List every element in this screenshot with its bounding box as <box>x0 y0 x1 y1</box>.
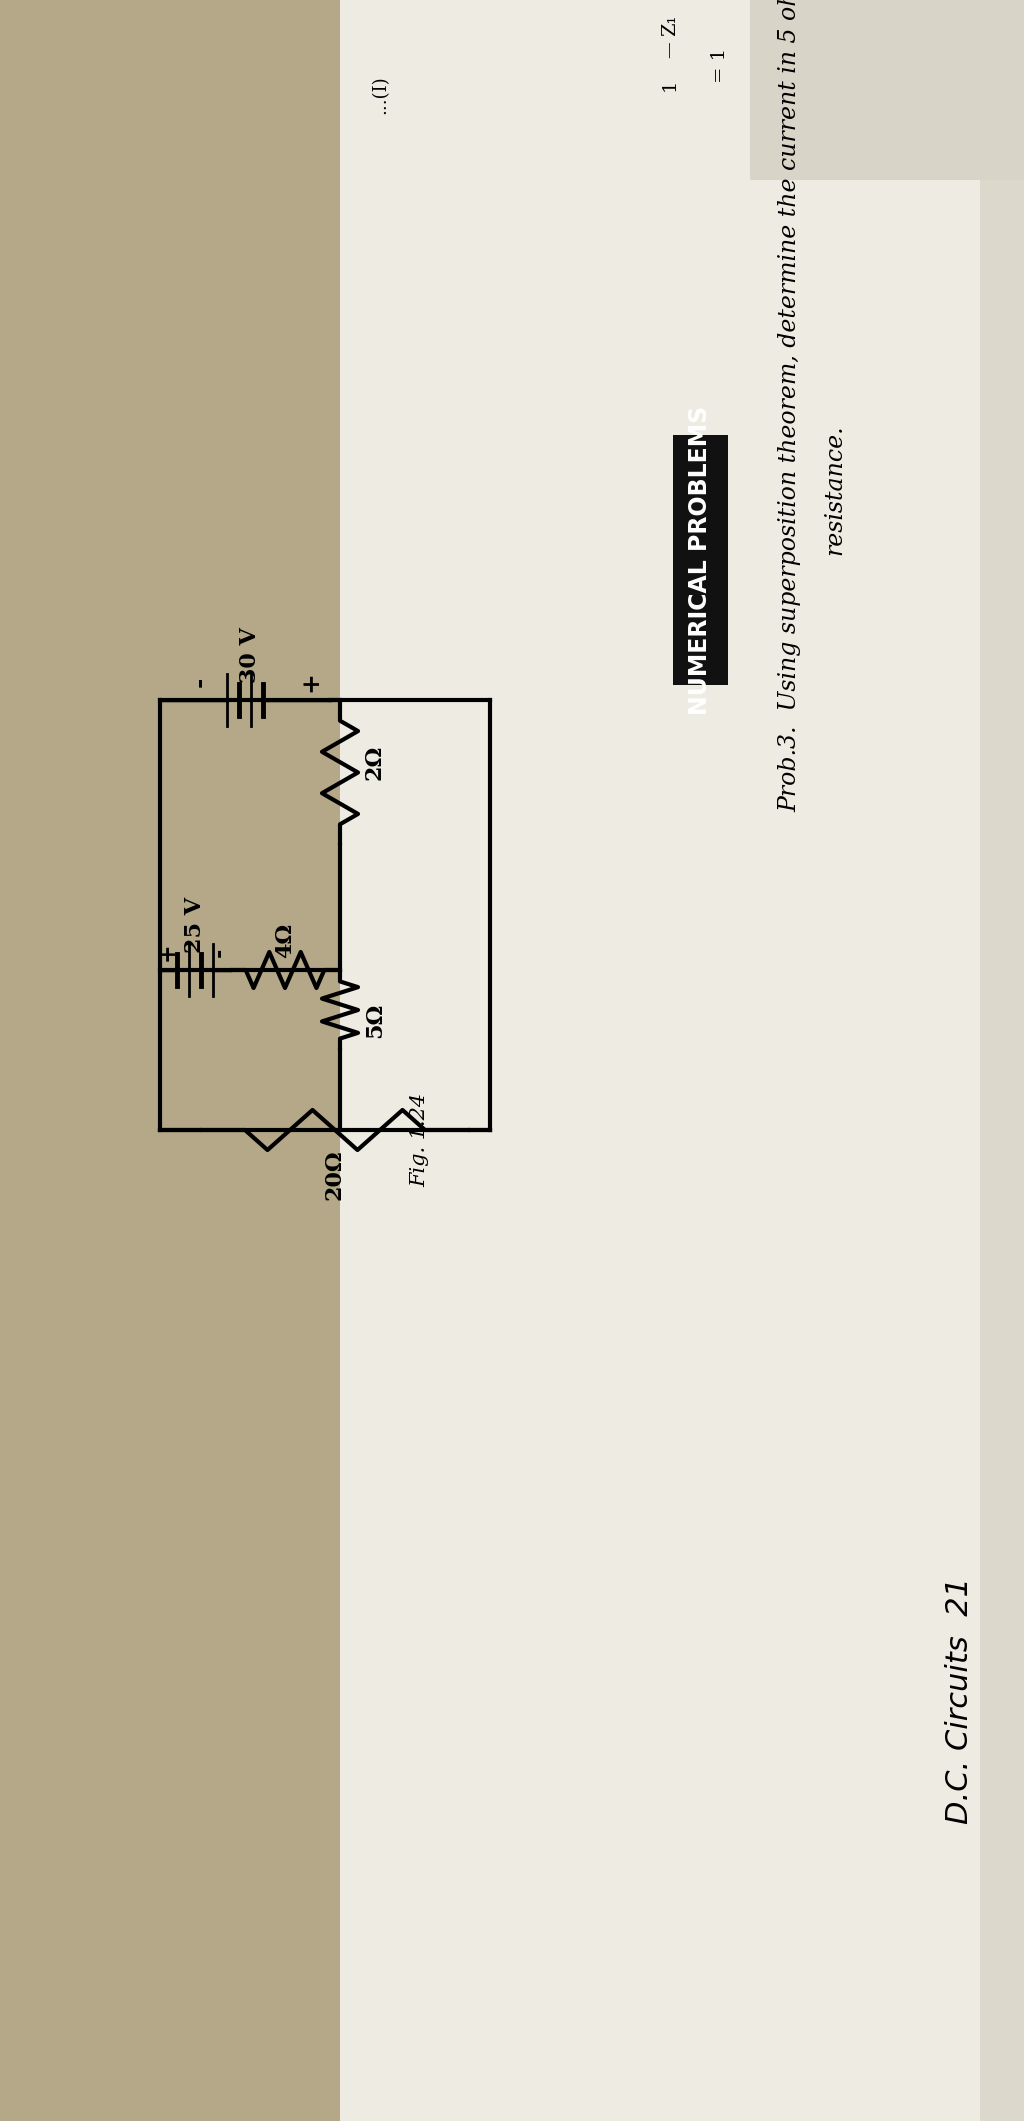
Text: 20Ω: 20Ω <box>324 1150 346 1200</box>
Text: D.C. Circuits  21: D.C. Circuits 21 <box>945 1576 975 1824</box>
Text: -: - <box>209 948 231 957</box>
Text: 5Ω: 5Ω <box>364 1003 386 1037</box>
Text: 1: 1 <box>662 78 679 91</box>
Bar <box>750 0 1024 180</box>
Text: NUMERICAL PROBLEMS: NUMERICAL PROBLEMS <box>688 405 712 715</box>
Text: = 1: = 1 <box>711 47 729 83</box>
Bar <box>980 0 1024 2121</box>
Text: Prob.3.  Using superposition theorem, determine the current in 5 ohm: Prob.3. Using superposition theorem, det… <box>778 0 802 812</box>
Text: Z₁: Z₁ <box>662 15 679 36</box>
Text: resistance.: resistance. <box>823 424 847 556</box>
Text: +: + <box>157 942 179 961</box>
Text: 30 V: 30 V <box>239 628 261 683</box>
Bar <box>0 0 340 2121</box>
Text: ...(I): ...(I) <box>371 76 389 115</box>
Bar <box>673 435 728 685</box>
Text: Fig. 1.24: Fig. 1.24 <box>411 1092 429 1188</box>
Text: 25 V: 25 V <box>184 897 206 952</box>
Text: 2Ω: 2Ω <box>364 744 386 781</box>
Text: +: + <box>298 672 322 691</box>
Bar <box>340 0 1024 2121</box>
Text: —: — <box>662 42 679 57</box>
Text: -: - <box>188 677 212 687</box>
Text: 4Ω: 4Ω <box>274 923 296 957</box>
